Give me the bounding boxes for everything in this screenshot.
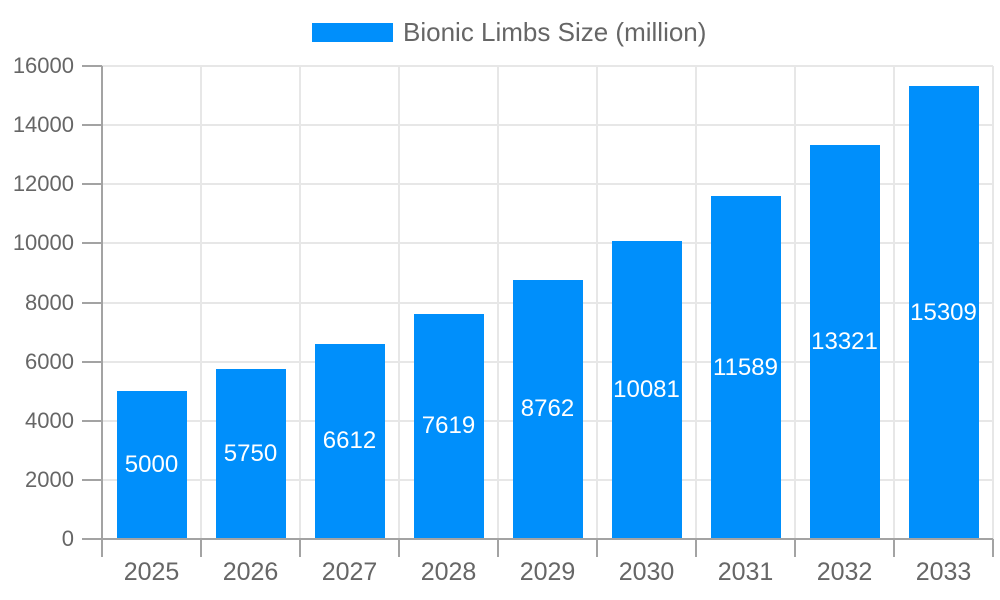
x-tick: [398, 539, 400, 557]
x-tick: [893, 539, 895, 557]
bar[interactable]: [710, 196, 781, 539]
x-tick: [200, 539, 202, 557]
y-tick: [82, 360, 102, 363]
x-tick-label: 2029: [519, 558, 576, 586]
y-tick: [82, 419, 102, 422]
x-tick-label: 2032: [816, 558, 873, 586]
bar-value-label: 6612: [322, 427, 377, 455]
bar-value-label: 13321: [811, 328, 878, 356]
x-gridline: [695, 66, 697, 539]
y-axis-line: [101, 66, 103, 539]
y-tick: [82, 478, 102, 481]
x-tick-label: 2026: [222, 558, 279, 586]
bar[interactable]: [116, 391, 187, 539]
y-tick: [82, 242, 102, 245]
y-tick-label: 16000: [12, 53, 74, 78]
x-tick-label: 2031: [717, 558, 774, 586]
y-tick-label: 4000: [25, 407, 74, 433]
x-tick-label: 2027: [321, 558, 378, 586]
bar-value-label: 8762: [520, 395, 575, 423]
x-tick: [299, 539, 301, 557]
y-tick-label: 14000: [12, 112, 74, 138]
y-tick: [82, 301, 102, 304]
x-gridline: [992, 66, 994, 539]
x-tick-label: 2033: [915, 558, 972, 586]
x-gridline: [497, 66, 499, 539]
y-tick-label: 8000: [25, 289, 74, 315]
y-tick-label: 2000: [25, 466, 74, 492]
y-gridline: [102, 124, 993, 127]
bar[interactable]: [215, 369, 286, 539]
x-tick: [695, 539, 697, 557]
x-tick: [497, 539, 499, 557]
x-tick-label: 2028: [420, 558, 477, 586]
x-tick: [794, 539, 796, 557]
bar-value-label: 11589: [713, 353, 778, 381]
y-gridline: [102, 242, 993, 245]
x-tick-label: 2030: [618, 558, 675, 586]
x-tick: [101, 539, 103, 557]
bar-value-label: 15309: [910, 298, 977, 326]
y-tick-label: 6000: [25, 348, 74, 374]
bar[interactable]: [908, 86, 979, 539]
y-tick: [82, 65, 102, 67]
bar-value-label: 10081: [613, 375, 680, 403]
bar-value-label: 5750: [223, 440, 278, 467]
y-tick-label: 12000: [12, 171, 74, 197]
legend-item[interactable]: Bionic Limbs Size (million): [312, 17, 706, 47]
x-gridline: [299, 66, 301, 539]
bar[interactable]: [413, 313, 484, 539]
x-gridline: [893, 66, 895, 539]
x-gridline: [200, 66, 202, 539]
x-gridline: [794, 66, 796, 539]
y-tick-label: 10000: [12, 230, 74, 256]
y-tick: [82, 183, 102, 186]
x-gridline: [398, 66, 400, 539]
y-tick-label: 0: [61, 526, 74, 551]
x-tick: [992, 539, 994, 557]
x-tick-label: 2025: [123, 558, 180, 586]
x-gridline: [596, 66, 598, 539]
bar[interactable]: [314, 343, 385, 539]
bar-value-label: 5000: [124, 451, 179, 479]
bar-value-label: 7619: [421, 412, 476, 440]
x-axis-line: [102, 538, 993, 540]
x-tick: [596, 539, 598, 557]
bar[interactable]: [512, 279, 583, 539]
y-gridline: [102, 65, 993, 67]
bar[interactable]: [611, 240, 682, 539]
y-tick: [82, 124, 102, 127]
bar[interactable]: [809, 145, 880, 539]
legend-swatch: [312, 22, 393, 42]
legend-label: Bionic Limbs Size (million): [403, 16, 707, 47]
y-gridline: [102, 183, 993, 186]
y-tick: [82, 538, 102, 540]
